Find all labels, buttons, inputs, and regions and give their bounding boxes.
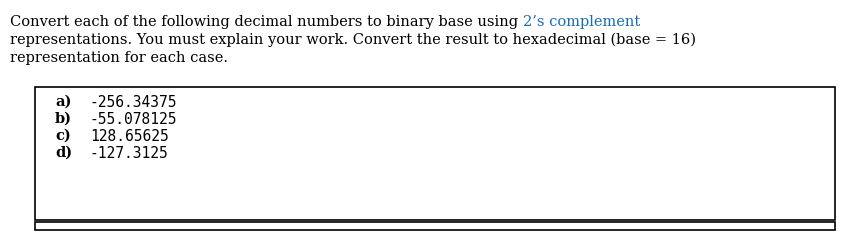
Text: 2’s complement: 2’s complement [522, 15, 639, 29]
Text: -55.078125: -55.078125 [90, 112, 177, 127]
Text: -256.34375: -256.34375 [90, 95, 177, 110]
Text: c): c) [55, 129, 71, 143]
Text: d): d) [55, 146, 72, 160]
Text: a): a) [55, 95, 71, 109]
Bar [35, 87, 834, 220]
Text: representation for each case.: representation for each case. [10, 51, 228, 65]
Text: representations. You must explain your work. Convert the result to hexadecimal (: representations. You must explain your w… [10, 33, 695, 47]
Text: -127.3125: -127.3125 [90, 146, 169, 161]
Text: 128.65625: 128.65625 [90, 129, 169, 144]
Text: b): b) [55, 112, 72, 126]
Text: Convert each of the following decimal numbers to binary base using: Convert each of the following decimal nu… [10, 15, 522, 29]
Bar [35, 222, 834, 230]
